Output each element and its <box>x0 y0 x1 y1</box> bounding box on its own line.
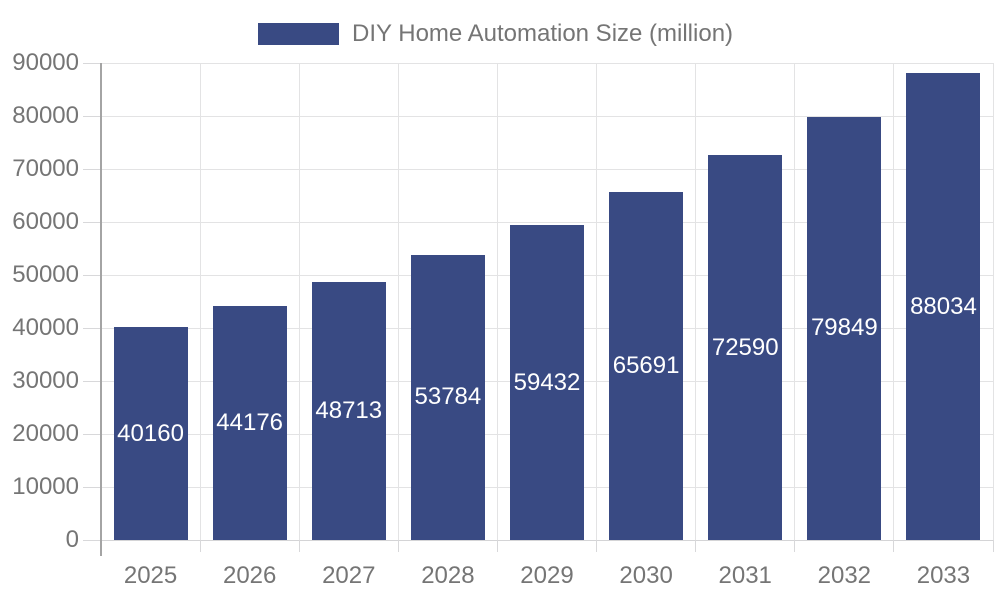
y-tick-label: 30000 <box>12 367 79 394</box>
x-tick <box>496 540 498 552</box>
v-gridline <box>794 63 796 540</box>
y-tick <box>83 539 101 541</box>
bar <box>311 281 386 540</box>
bar <box>212 305 287 540</box>
h-gridline <box>101 221 993 223</box>
x-tick-label: 2028 <box>421 562 475 589</box>
bar-value-label: 88034 <box>910 292 977 320</box>
x-tick <box>596 540 598 552</box>
bar <box>609 191 684 540</box>
legend-swatch <box>258 23 339 45</box>
x-tick <box>893 540 895 552</box>
y-tick <box>83 486 101 488</box>
x-tick-label: 2027 <box>322 562 376 589</box>
x-tick-label: 2032 <box>817 562 872 589</box>
bar-value-label: 59432 <box>513 368 581 396</box>
x-tick-label: 2033 <box>916 562 971 589</box>
y-tick <box>83 221 101 223</box>
bar-value-label: 48713 <box>315 396 383 424</box>
h-gridline <box>101 62 993 64</box>
y-tick <box>83 433 101 435</box>
x-tick <box>992 540 994 552</box>
bar-value-label: 72590 <box>711 333 779 361</box>
v-gridline <box>893 63 895 540</box>
bar <box>113 327 188 540</box>
y-tick-label: 40000 <box>12 314 79 341</box>
v-gridline <box>596 63 598 540</box>
x-axis-line <box>101 539 993 541</box>
bar <box>510 225 584 540</box>
v-gridline <box>992 63 994 540</box>
x-tick-label: 2026 <box>222 562 277 589</box>
y-tick <box>83 115 101 117</box>
y-tick-label: 70000 <box>12 155 79 182</box>
x-tick <box>794 540 796 552</box>
y-tick-label: 60000 <box>12 208 79 235</box>
x-tick-label: 2030 <box>619 562 673 589</box>
bar-value-label: 65691 <box>612 351 680 379</box>
x-tick <box>397 540 399 552</box>
bar-value-label: 40160 <box>117 419 184 447</box>
y-axis-line <box>100 63 102 556</box>
x-tick <box>695 540 697 552</box>
y-tick <box>83 168 101 170</box>
v-gridline <box>298 63 300 540</box>
x-tick-label: 2031 <box>718 562 772 589</box>
v-gridline <box>199 63 201 540</box>
x-tick <box>298 540 300 552</box>
bar-value-label: 53784 <box>414 383 482 411</box>
y-tick-label: 50000 <box>12 261 79 288</box>
y-tick-label: 0 <box>65 526 79 553</box>
y-tick-label: 90000 <box>12 49 79 76</box>
v-gridline <box>496 63 498 540</box>
bar-value-label: 79849 <box>810 314 878 342</box>
bar <box>906 73 981 540</box>
v-gridline <box>397 63 399 540</box>
x-tick-label: 2029 <box>520 562 574 589</box>
h-gridline <box>101 115 993 117</box>
y-tick <box>83 380 101 382</box>
bar-value-label: 44176 <box>216 408 284 436</box>
legend-label: DIY Home Automation Size (million) <box>352 20 734 47</box>
legend[interactable]: DIY Home Automation Size (million) <box>258 21 733 47</box>
v-gridline <box>695 63 697 540</box>
y-tick <box>83 274 101 276</box>
y-tick-label: 80000 <box>12 102 79 129</box>
bar <box>708 155 783 540</box>
bar <box>410 254 485 540</box>
y-tick-label: 20000 <box>12 420 79 447</box>
h-gridline <box>101 168 993 170</box>
y-tick <box>83 327 101 329</box>
y-tick-label: 10000 <box>12 473 79 500</box>
x-tick-label: 2025 <box>123 562 178 589</box>
bar <box>807 116 882 540</box>
y-tick <box>83 62 101 64</box>
x-tick <box>199 540 201 552</box>
